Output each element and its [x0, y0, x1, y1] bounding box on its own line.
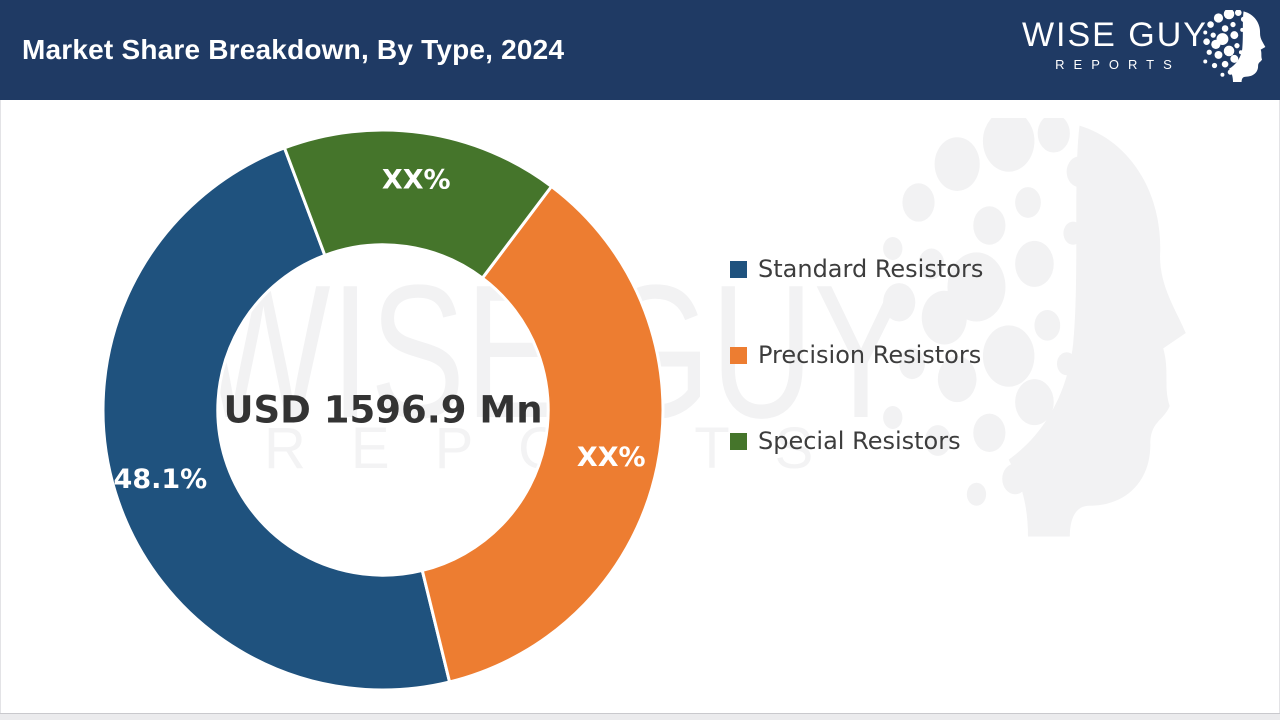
legend-swatch-icon — [730, 346, 747, 364]
logo-subtitle: REPORTS — [1055, 57, 1181, 72]
chart-center-value: USD 1596.9 Mn — [223, 388, 543, 432]
logo-wordmark: WISE GUY — [1021, 16, 1208, 54]
page-title: Market Share Breakdown, By Type, 2024 — [22, 34, 565, 65]
donut-chart: 48.1% XX% XX% — [101, 128, 665, 692]
segment-value-label: 48.1% — [114, 464, 208, 495]
header-bar: Market Share Breakdown, By Type, 2024 WI… — [0, 0, 1280, 100]
logo-face-icon — [1200, 10, 1266, 84]
chart-legend: Standard Resistors Precision Resistors Spe… — [730, 255, 984, 515]
legend-label: Special Resistors — [758, 427, 961, 455]
segment-value-label: XX% — [382, 164, 451, 195]
legend-item: Standard Resistors — [730, 255, 984, 283]
legend-swatch-icon — [730, 432, 747, 450]
legend-item: Precision Resistors — [730, 341, 983, 369]
donut-segment-2 — [282, 128, 554, 280]
legend-label: Precision Resistors — [758, 341, 982, 369]
bottom-strip — [0, 713, 1280, 720]
legend-item: Special Resistors — [730, 427, 983, 455]
wise-guy-logo: WISE GUY REPORTS — [1022, 10, 1266, 84]
legend-label: Standard Resistors — [758, 255, 984, 283]
donut-segment-0 — [101, 146, 452, 692]
donut-segment-1 — [420, 184, 665, 684]
legend-swatch-icon — [730, 260, 747, 278]
chart-area: WISE GUY REPORTS 48.1%XX%XX% USD 1596.9 … — [0, 100, 1280, 713]
segment-value-label: XX% — [577, 442, 646, 473]
